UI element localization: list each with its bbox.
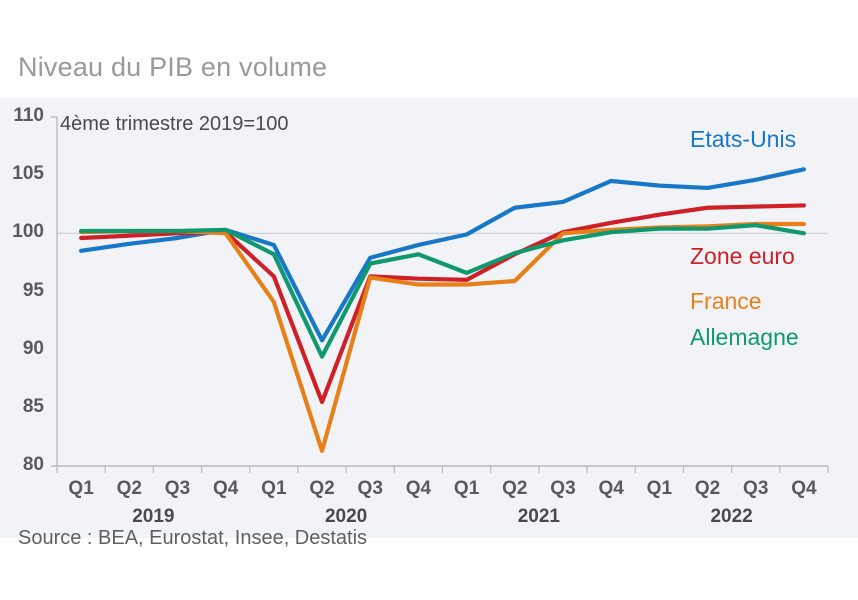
y-axis-tick-85: 85 [22,395,44,417]
chart-source: Source : BEA, Eurostat, Insee, Destatis [18,527,368,549]
x-axis-tick-1: Q2 [116,478,142,499]
x-axis-tick-13: Q2 [694,478,721,499]
x-axis-tick-15: Q4 [791,478,817,499]
series-label-etats-unis: Etats-Unis [690,126,797,152]
x-axis-year-2020: 2020 [324,506,368,527]
chart-title: Niveau du PIB en volume [18,52,328,82]
x-axis-tick-4: Q1 [261,478,287,499]
x-axis-tick-12: Q1 [646,478,673,499]
x-axis-tick-11: Q4 [598,478,624,499]
series-line-allemagne [78,223,807,359]
x-axis-tick-0: Q1 [68,478,94,499]
x-axis-tick-7: Q4 [405,478,432,499]
x-axis-tick-3: Q4 [212,478,239,499]
series-label-zone-euro: Zone euro [690,243,795,269]
y-axis-tick-100: 100 [12,221,44,243]
x-axis-tick-9: Q2 [502,478,528,499]
y-axis-tick-95: 95 [22,279,44,301]
x-axis-tick-2: Q3 [164,478,191,499]
series-label-allemagne: Allemagne [690,324,799,350]
x-axis-tick-8: Q1 [453,478,480,499]
series-label-france: France [690,288,762,314]
x-axis-year-2019: 2019 [132,506,175,527]
x-axis-tick-5: Q2 [309,478,335,499]
x-axis-tick-14: Q3 [743,478,769,499]
x-axis-tick-10: Q3 [550,478,576,499]
y-axis-tick-labels: 80 85 90 95 100 105 110 [0,0,44,600]
y-axis-tick-80: 80 [22,454,44,475]
x-axis-year-2021: 2021 [517,506,561,527]
x-axis-tick-6: Q3 [357,478,383,499]
chart-panel [0,98,858,538]
chart-subtitle: 4ème trimestre 2019=100 [60,113,289,135]
y-axis-tick-105: 105 [12,163,44,185]
y-axis-tick-90: 90 [22,337,44,359]
x-axis-year-2022: 2022 [710,506,753,527]
y-axis-tick-110: 110 [13,105,44,126]
